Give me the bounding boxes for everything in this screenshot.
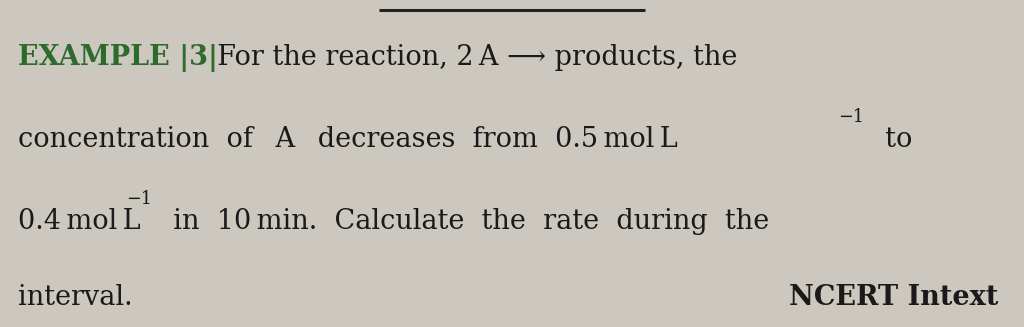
Text: NCERT Intext: NCERT Intext	[790, 284, 998, 312]
Text: interval.: interval.	[18, 284, 133, 312]
Text: −1: −1	[838, 108, 863, 126]
Text: −1: −1	[126, 190, 152, 208]
Text: For the reaction, 2 A ⟶ products, the: For the reaction, 2 A ⟶ products, the	[200, 44, 737, 71]
Text: 0.4 mol L: 0.4 mol L	[18, 208, 141, 235]
Text: EXAMPLE |3|: EXAMPLE |3|	[18, 44, 218, 72]
Text: in  10 min.  Calculate  the  rate  during  the: in 10 min. Calculate the rate during the	[156, 208, 769, 235]
Text: concentration  of   A   decreases  from  0.5 mol L: concentration of A decreases from 0.5 mo…	[18, 126, 678, 153]
Text: to: to	[868, 126, 912, 153]
